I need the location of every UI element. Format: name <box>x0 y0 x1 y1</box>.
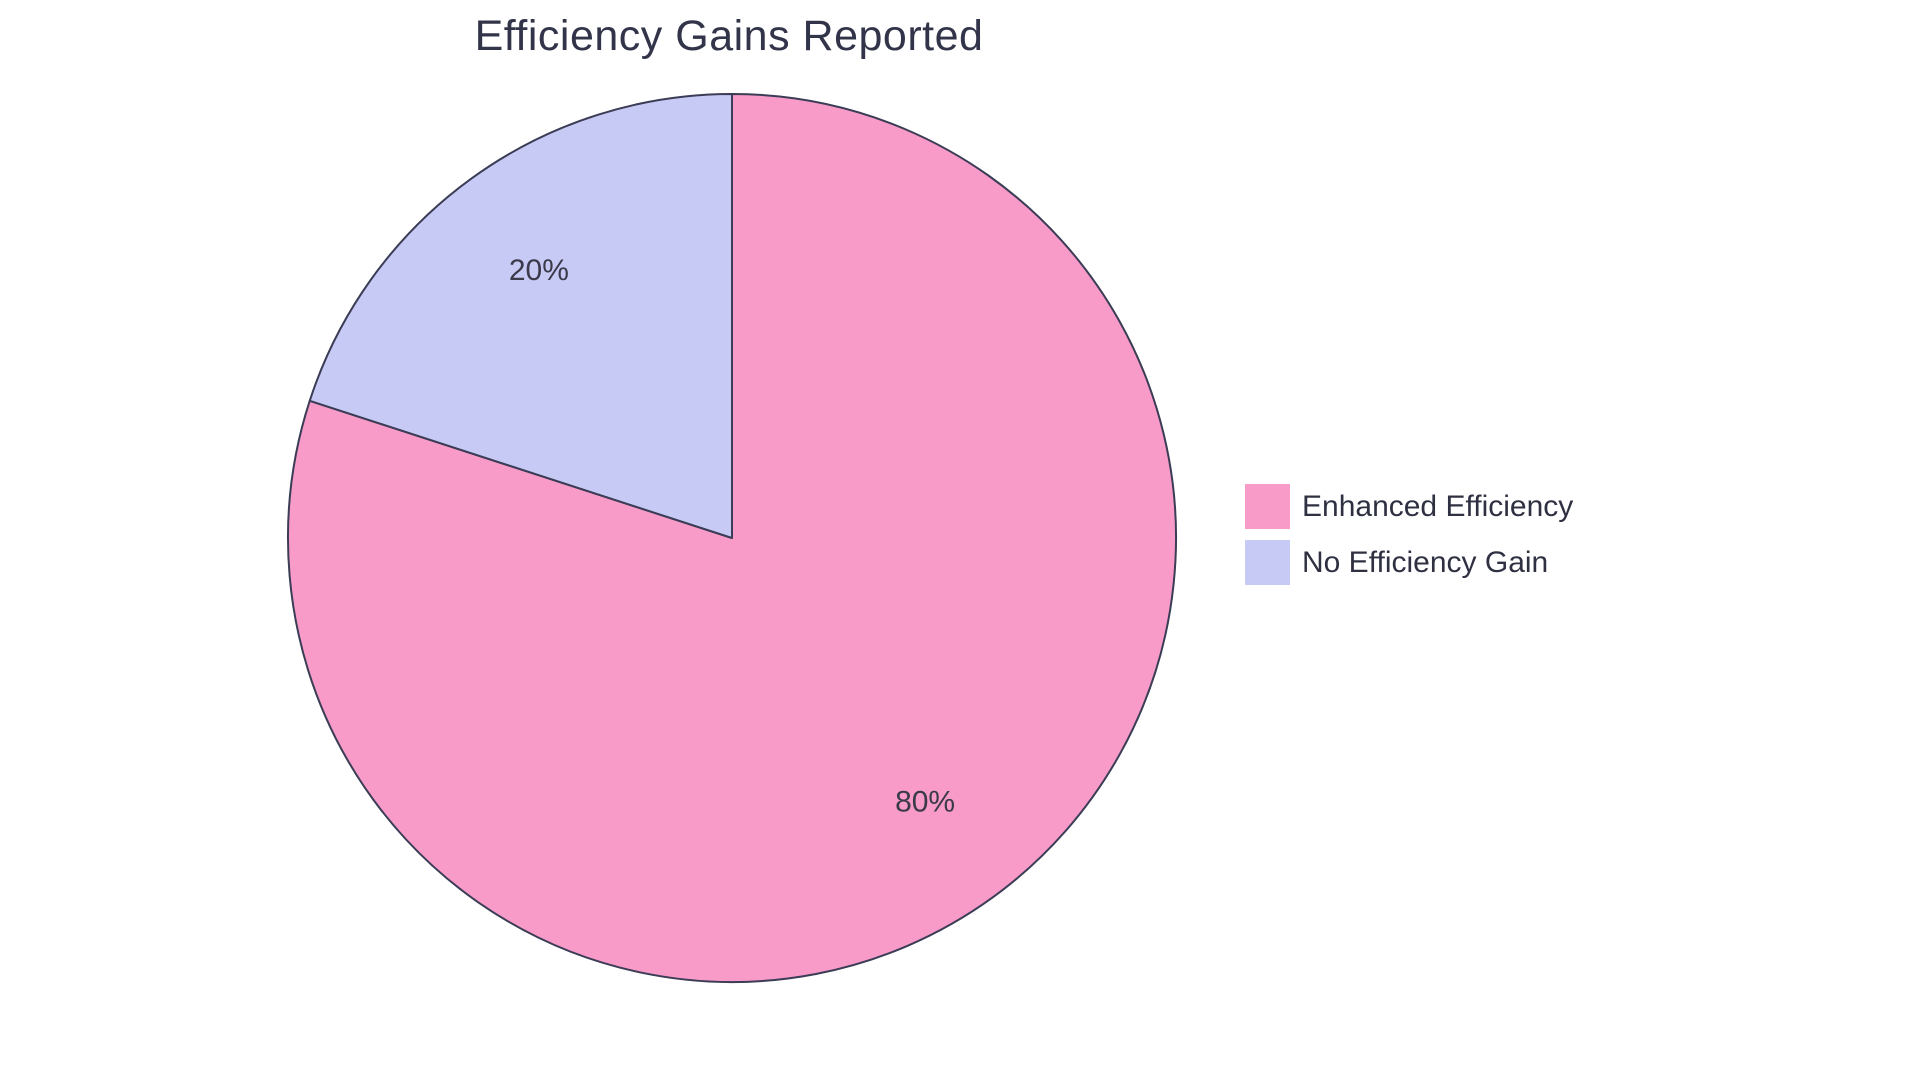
legend-item-no-efficiency-gain: No Efficiency Gain <box>1245 540 1573 585</box>
legend-item-enhanced-efficiency: Enhanced Efficiency <box>1245 484 1573 529</box>
legend-label-0: Enhanced Efficiency <box>1302 489 1574 523</box>
pie-slice-label-1: 20% <box>509 254 569 287</box>
legend-swatch-0 <box>1245 484 1290 529</box>
pie-slice-label-0: 80% <box>895 786 955 819</box>
legend-swatch-1 <box>1245 540 1290 585</box>
chart-title: Efficiency Gains Reported <box>474 12 984 60</box>
legend-label-1: No Efficiency Gain <box>1302 545 1549 579</box>
legend: Enhanced Efficiency No Efficiency Gain <box>1245 484 1573 596</box>
pie-chart-svg: 80% 20% <box>287 93 1178 983</box>
pie-slice-1 <box>308 93 733 539</box>
